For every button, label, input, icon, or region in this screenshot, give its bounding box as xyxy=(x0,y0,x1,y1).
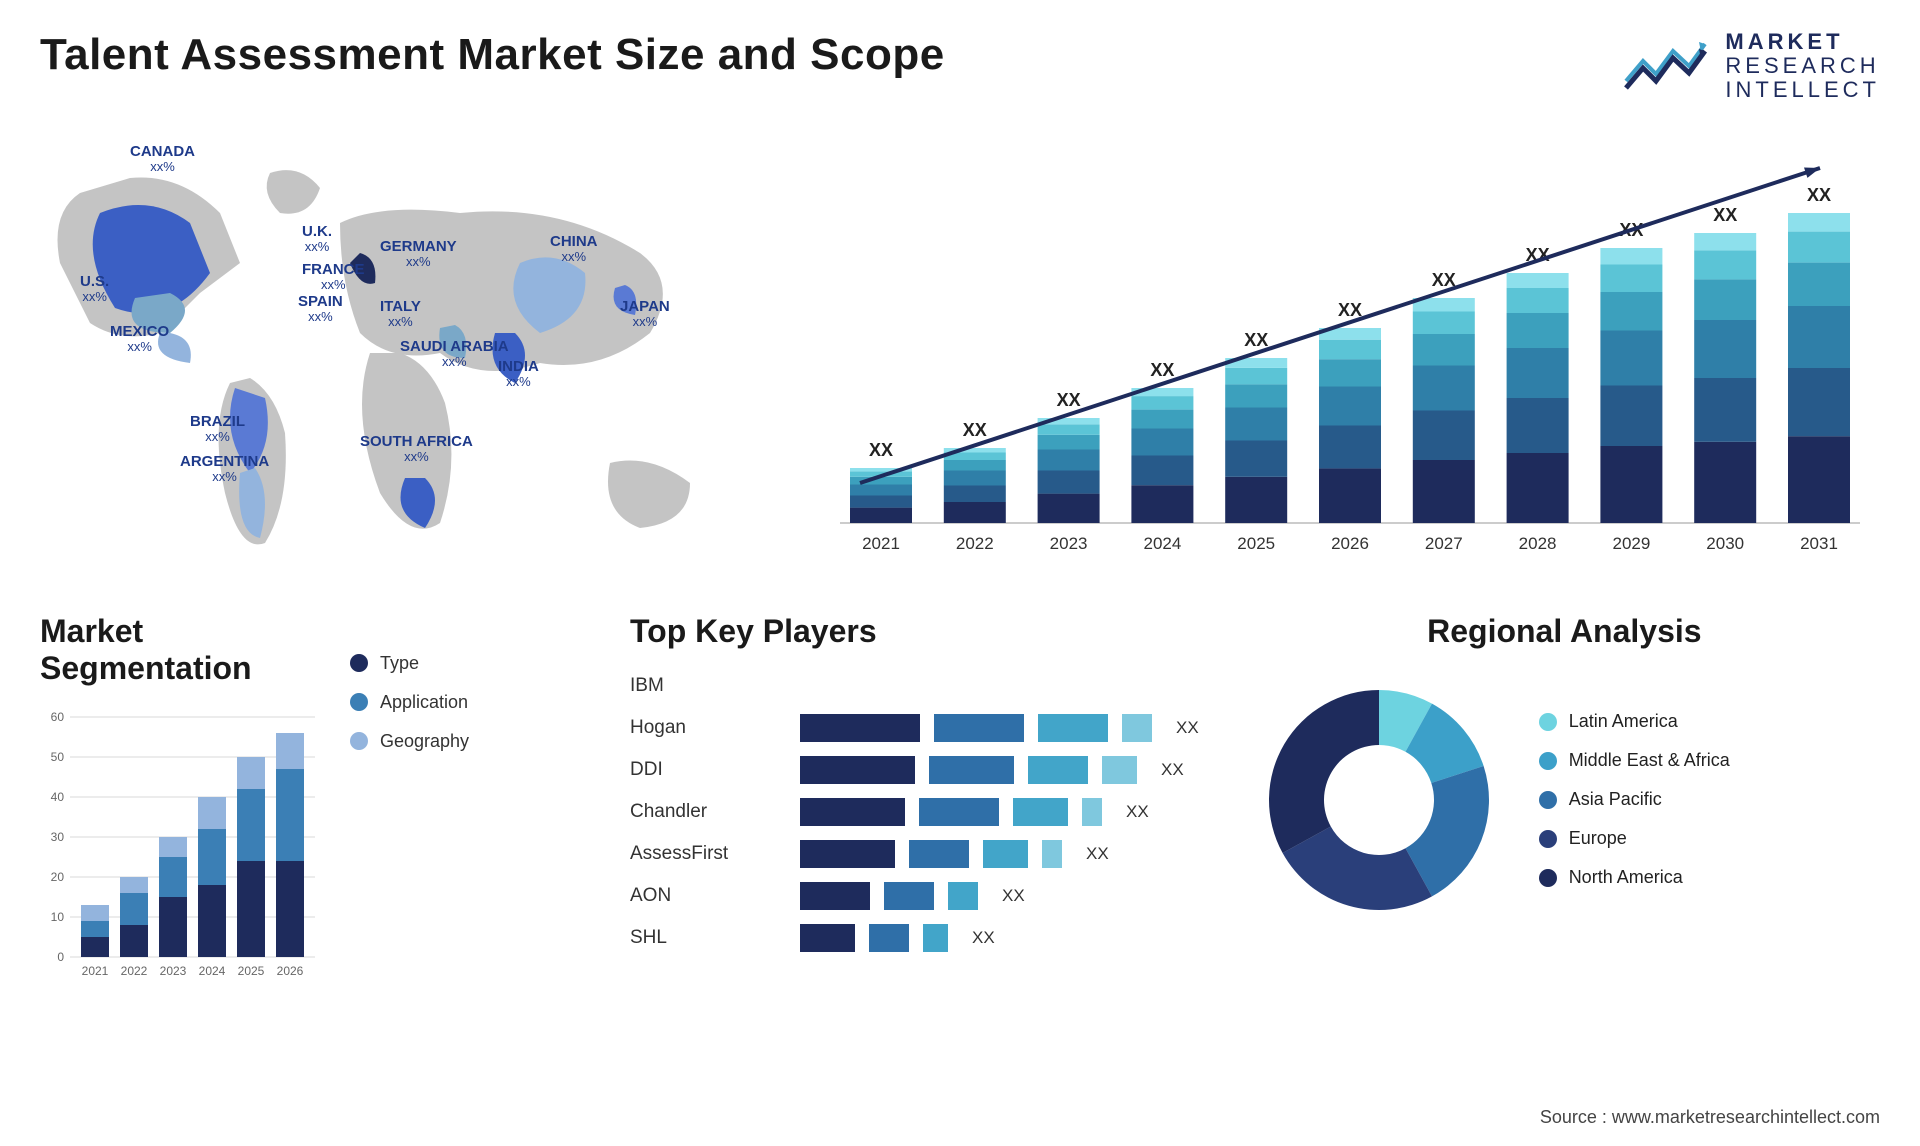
map-label-spain: SPAINxx% xyxy=(298,293,343,325)
svg-text:2027: 2027 xyxy=(1425,534,1463,553)
map-label-u.s.: U.S.xx% xyxy=(80,273,109,305)
logo-line3: INTELLECT xyxy=(1725,78,1880,102)
svg-text:2025: 2025 xyxy=(1237,534,1275,553)
svg-text:2021: 2021 xyxy=(862,534,900,553)
map-label-china: CHINAxx% xyxy=(550,233,598,265)
players-panel: Top Key Players IBM Hogan DDI Chandler Asses… xyxy=(630,613,1199,992)
svg-text:XX: XX xyxy=(963,420,987,440)
map-label-canada: CANADAxx% xyxy=(130,143,195,175)
map-label-mexico: MEXICOxx% xyxy=(110,323,169,355)
map-label-italy: ITALYxx% xyxy=(380,298,421,330)
world-map: CANADAxx% U.S.xx%MEXICOxx% U.K.xx% FRANCExx… xyxy=(40,133,760,573)
svg-text:2022: 2022 xyxy=(956,534,994,553)
svg-text:60: 60 xyxy=(51,710,65,724)
player-bar-ibm xyxy=(800,670,1199,702)
seg-legend-application: Application xyxy=(350,692,469,713)
segmentation-panel: Market Segmentation 0 10 20 30 40 50 60 2021 202… xyxy=(40,613,580,992)
map-label-brazil: BRAZILxx% xyxy=(190,413,245,445)
source-attribution: Source : www.marketresearchintellect.com xyxy=(1540,1107,1880,1128)
svg-text:XX: XX xyxy=(1338,300,1362,320)
player-bar-shl: XX xyxy=(800,922,1199,954)
growth-chart: XX 2021 XX 2022 XX 2023 XX 2024 XX 2025 XX 2026 XX 20… xyxy=(800,133,1880,573)
svg-text:30: 30 xyxy=(51,830,65,844)
players-title: Top Key Players xyxy=(630,613,1199,650)
map-label-germany: GERMANYxx% xyxy=(380,238,457,270)
segmentation-title: Market Segmentation xyxy=(40,613,320,687)
donut-legend-asia-pacific: Asia Pacific xyxy=(1539,789,1730,810)
svg-text:XX: XX xyxy=(1713,205,1737,225)
donut-title: Regional Analysis xyxy=(1249,613,1880,650)
svg-text:20: 20 xyxy=(51,870,65,884)
svg-text:2023: 2023 xyxy=(1050,534,1088,553)
svg-text:2024: 2024 xyxy=(199,964,226,978)
player-bar-assessfirst: XX xyxy=(800,838,1199,870)
map-label-india: INDIAxx% xyxy=(498,358,539,390)
brand-logo: MARKET RESEARCH INTELLECT xyxy=(1621,30,1880,103)
svg-text:2030: 2030 xyxy=(1706,534,1744,553)
seg-legend-geography: Geography xyxy=(350,731,469,752)
player-label-assessfirst: AssessFirst xyxy=(630,838,800,870)
player-label-chandler: Chandler xyxy=(630,796,800,828)
svg-text:XX: XX xyxy=(1057,390,1081,410)
map-label-japan: JAPANxx% xyxy=(620,298,670,330)
donut-legend-north-america: North America xyxy=(1539,867,1730,888)
map-label-france: FRANCExx% xyxy=(302,261,365,293)
donut-chart xyxy=(1249,670,1509,930)
svg-text:40: 40 xyxy=(51,790,65,804)
svg-text:2026: 2026 xyxy=(1331,534,1369,553)
svg-text:2028: 2028 xyxy=(1519,534,1557,553)
svg-text:2031: 2031 xyxy=(1800,534,1838,553)
svg-text:2025: 2025 xyxy=(238,964,265,978)
svg-text:2021: 2021 xyxy=(82,964,109,978)
svg-text:2026: 2026 xyxy=(277,964,304,978)
svg-text:2022: 2022 xyxy=(121,964,148,978)
map-label-south-africa: SOUTH AFRICAxx% xyxy=(360,433,473,465)
svg-text:50: 50 xyxy=(51,750,65,764)
page-title: Talent Assessment Market Size and Scope xyxy=(40,30,945,80)
player-label-ibm: IBM xyxy=(630,670,800,702)
player-bar-chandler: XX xyxy=(800,796,1199,828)
svg-text:2024: 2024 xyxy=(1143,534,1181,553)
segmentation-chart: 0 10 20 30 40 50 60 2021 2022 2023 2024 2025 2026 xyxy=(40,707,320,987)
logo-icon xyxy=(1621,36,1711,96)
seg-legend-type: Type xyxy=(350,653,469,674)
donut-legend: Latin America Middle East & Africa Asia Pa… xyxy=(1539,711,1730,888)
donut-legend-latin-america: Latin America xyxy=(1539,711,1730,732)
donut-panel: Latin America Middle East & Africa Asia Pa… xyxy=(1249,670,1880,930)
svg-text:2023: 2023 xyxy=(160,964,187,978)
player-bar-hogan: XX xyxy=(800,712,1199,744)
donut-legend-europe: Europe xyxy=(1539,828,1730,849)
svg-text:2029: 2029 xyxy=(1612,534,1650,553)
segmentation-legend: Type Application Geography xyxy=(350,613,469,992)
logo-line2: RESEARCH xyxy=(1725,54,1880,78)
svg-text:10: 10 xyxy=(51,910,65,924)
map-label-argentina: ARGENTINAxx% xyxy=(180,453,269,485)
player-label-ddi: DDI xyxy=(630,754,800,786)
player-label-hogan: Hogan xyxy=(630,712,800,744)
map-label-saudi-arabia: SAUDI ARABIAxx% xyxy=(400,338,509,370)
player-bar-aon: XX xyxy=(800,880,1199,912)
donut-legend-middle-east-africa: Middle East & Africa xyxy=(1539,750,1730,771)
player-bar-ddi: XX xyxy=(800,754,1199,786)
svg-text:XX: XX xyxy=(869,440,893,460)
logo-line1: MARKET xyxy=(1725,30,1880,54)
svg-text:XX: XX xyxy=(1244,330,1268,350)
map-label-u.k.: U.K.xx% xyxy=(302,223,332,255)
svg-text:XX: XX xyxy=(1150,360,1174,380)
svg-text:0: 0 xyxy=(57,950,64,964)
player-label-aon: AON xyxy=(630,880,800,912)
player-label-shl: SHL xyxy=(630,922,800,954)
svg-text:XX: XX xyxy=(1807,185,1831,205)
